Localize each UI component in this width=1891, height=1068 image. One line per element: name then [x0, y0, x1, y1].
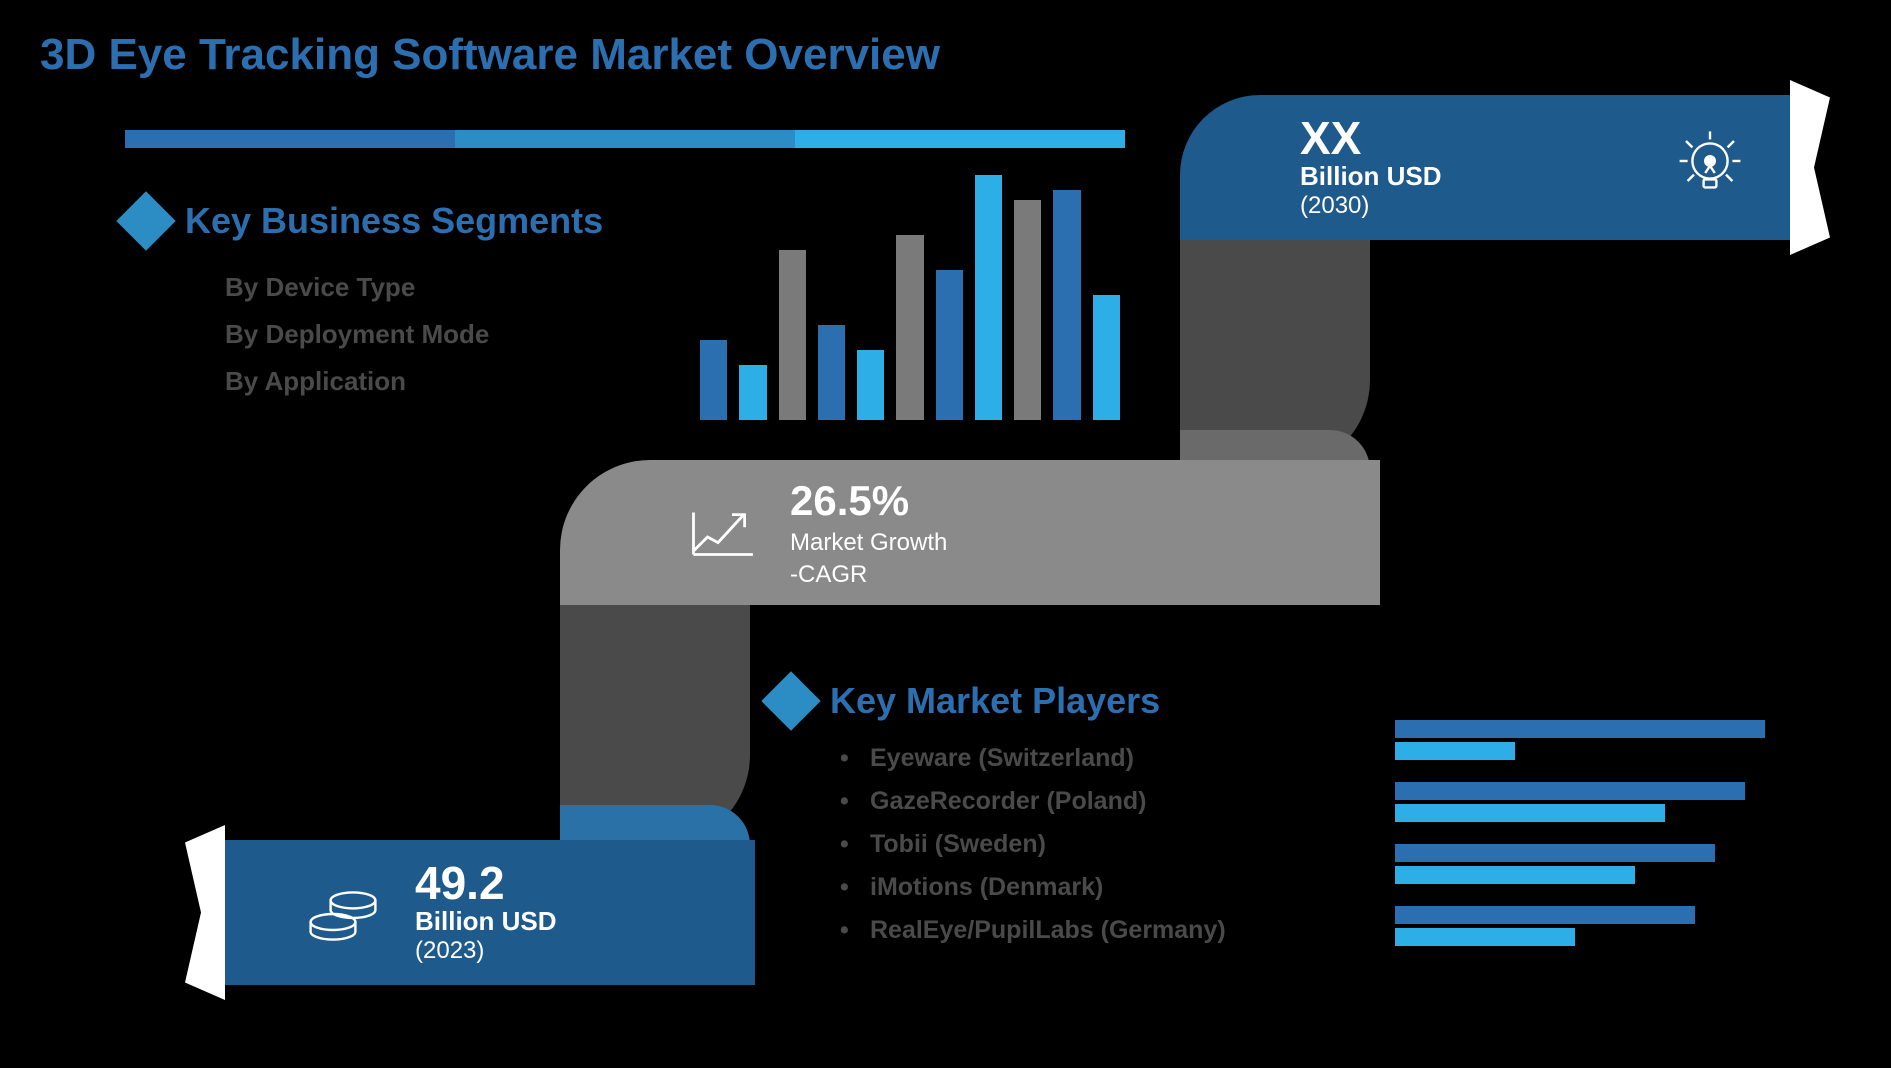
segments-section: Key Business Segments By Device TypeBy D… [125, 200, 603, 413]
hbar-primary [1395, 844, 1715, 862]
hbar-primary [1395, 782, 1745, 800]
ribbon-bot-corner [560, 805, 750, 845]
diamond-icon [116, 191, 175, 250]
hbar-chart [1395, 720, 1775, 968]
hbar-row [1395, 906, 1775, 946]
hbar-row [1395, 782, 1775, 822]
future-unit: Billion USD [1300, 161, 1442, 192]
players-list: Eyeware (Switzerland) GazeRecorder (Polan… [840, 744, 1226, 945]
lightbulb-icon [1670, 125, 1750, 210]
player-item: GazeRecorder (Poland) [840, 787, 1226, 816]
future-value-block: XX Billion USD (2030) [1300, 115, 1442, 220]
hbar-primary [1395, 906, 1695, 924]
growth-icon [690, 500, 760, 565]
hbar-row [1395, 720, 1775, 760]
growth-text-block: 26.5% Market Growth -CAGR [790, 477, 947, 589]
chart-bar [1053, 190, 1080, 420]
player-item: iMotions (Denmark) [840, 873, 1226, 902]
player-item: Eyeware (Switzerland) [840, 744, 1226, 773]
base-value-block: 49.2 Billion USD (2023) [415, 860, 557, 965]
players-section: Key Market Players Eyeware (Switzerland)… [770, 680, 1226, 959]
chart-bar [857, 350, 884, 420]
chart-bar [896, 235, 923, 420]
ribbon-future: XX Billion USD (2030) [1180, 95, 1800, 240]
chart-bar [936, 270, 963, 420]
player-item: RealEye/PupilLabs (Germany) [840, 916, 1226, 945]
base-year: (2023) [415, 937, 557, 965]
growth-percent: 26.5% [790, 477, 947, 525]
ribbon-bot-endcap [185, 825, 225, 1000]
player-item: Tobii (Sweden) [840, 830, 1226, 859]
top-bar-chart [700, 160, 1120, 420]
chart-bar [779, 250, 806, 420]
hbar-secondary [1395, 742, 1515, 760]
segment-item: By Device Type [225, 272, 603, 303]
hbar-row [1395, 844, 1775, 884]
segments-heading: Key Business Segments [185, 200, 603, 242]
players-heading-row: Key Market Players [770, 680, 1226, 722]
future-value: XX [1300, 115, 1442, 161]
segments-heading-row: Key Business Segments [125, 200, 603, 242]
players-heading: Key Market Players [830, 680, 1160, 722]
hbar-secondary [1395, 804, 1665, 822]
divider-segment [125, 130, 455, 148]
tricolor-divider [125, 130, 1125, 148]
future-year: (2030) [1300, 192, 1442, 220]
chart-bar [700, 340, 727, 420]
chart-bar [739, 365, 766, 420]
base-value: 49.2 [415, 860, 557, 906]
segments-list: By Device Type By Deployment Mode By Appli… [225, 272, 603, 397]
page-title: 3D Eye Tracking Software Market Overview [40, 30, 940, 80]
coins-icon [305, 875, 385, 950]
hbar-primary [1395, 720, 1765, 738]
segment-item: By Application [225, 366, 603, 397]
hbar-secondary [1395, 866, 1635, 884]
growth-label-1: Market Growth [790, 529, 947, 557]
ribbon-top-endcap [1790, 80, 1830, 255]
chart-bar [1093, 295, 1120, 420]
ribbon-base: 49.2 Billion USD (2023) [225, 840, 755, 985]
chart-bar [975, 175, 1002, 420]
hbar-secondary [1395, 928, 1575, 946]
divider-segment [455, 130, 795, 148]
diamond-icon [761, 671, 820, 730]
segment-item: By Deployment Mode [225, 319, 603, 350]
base-unit: Billion USD [415, 906, 557, 937]
ribbon-growth: 26.5% Market Growth -CAGR [560, 460, 1380, 605]
divider-segment [795, 130, 1125, 148]
growth-label-2: -CAGR [790, 561, 947, 589]
chart-bar [818, 325, 845, 420]
chart-bar [1014, 200, 1041, 420]
